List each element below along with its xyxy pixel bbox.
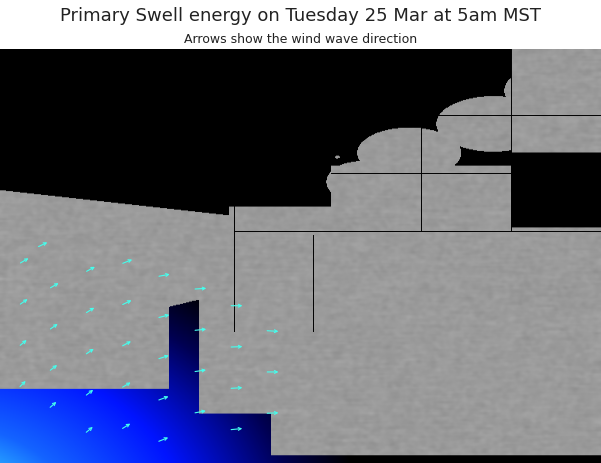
Text: Arrows show the wind wave direction: Arrows show the wind wave direction [184, 32, 417, 45]
Text: Primary Swell energy on Tuesday 25 Mar at 5am MST: Primary Swell energy on Tuesday 25 Mar a… [60, 7, 541, 25]
